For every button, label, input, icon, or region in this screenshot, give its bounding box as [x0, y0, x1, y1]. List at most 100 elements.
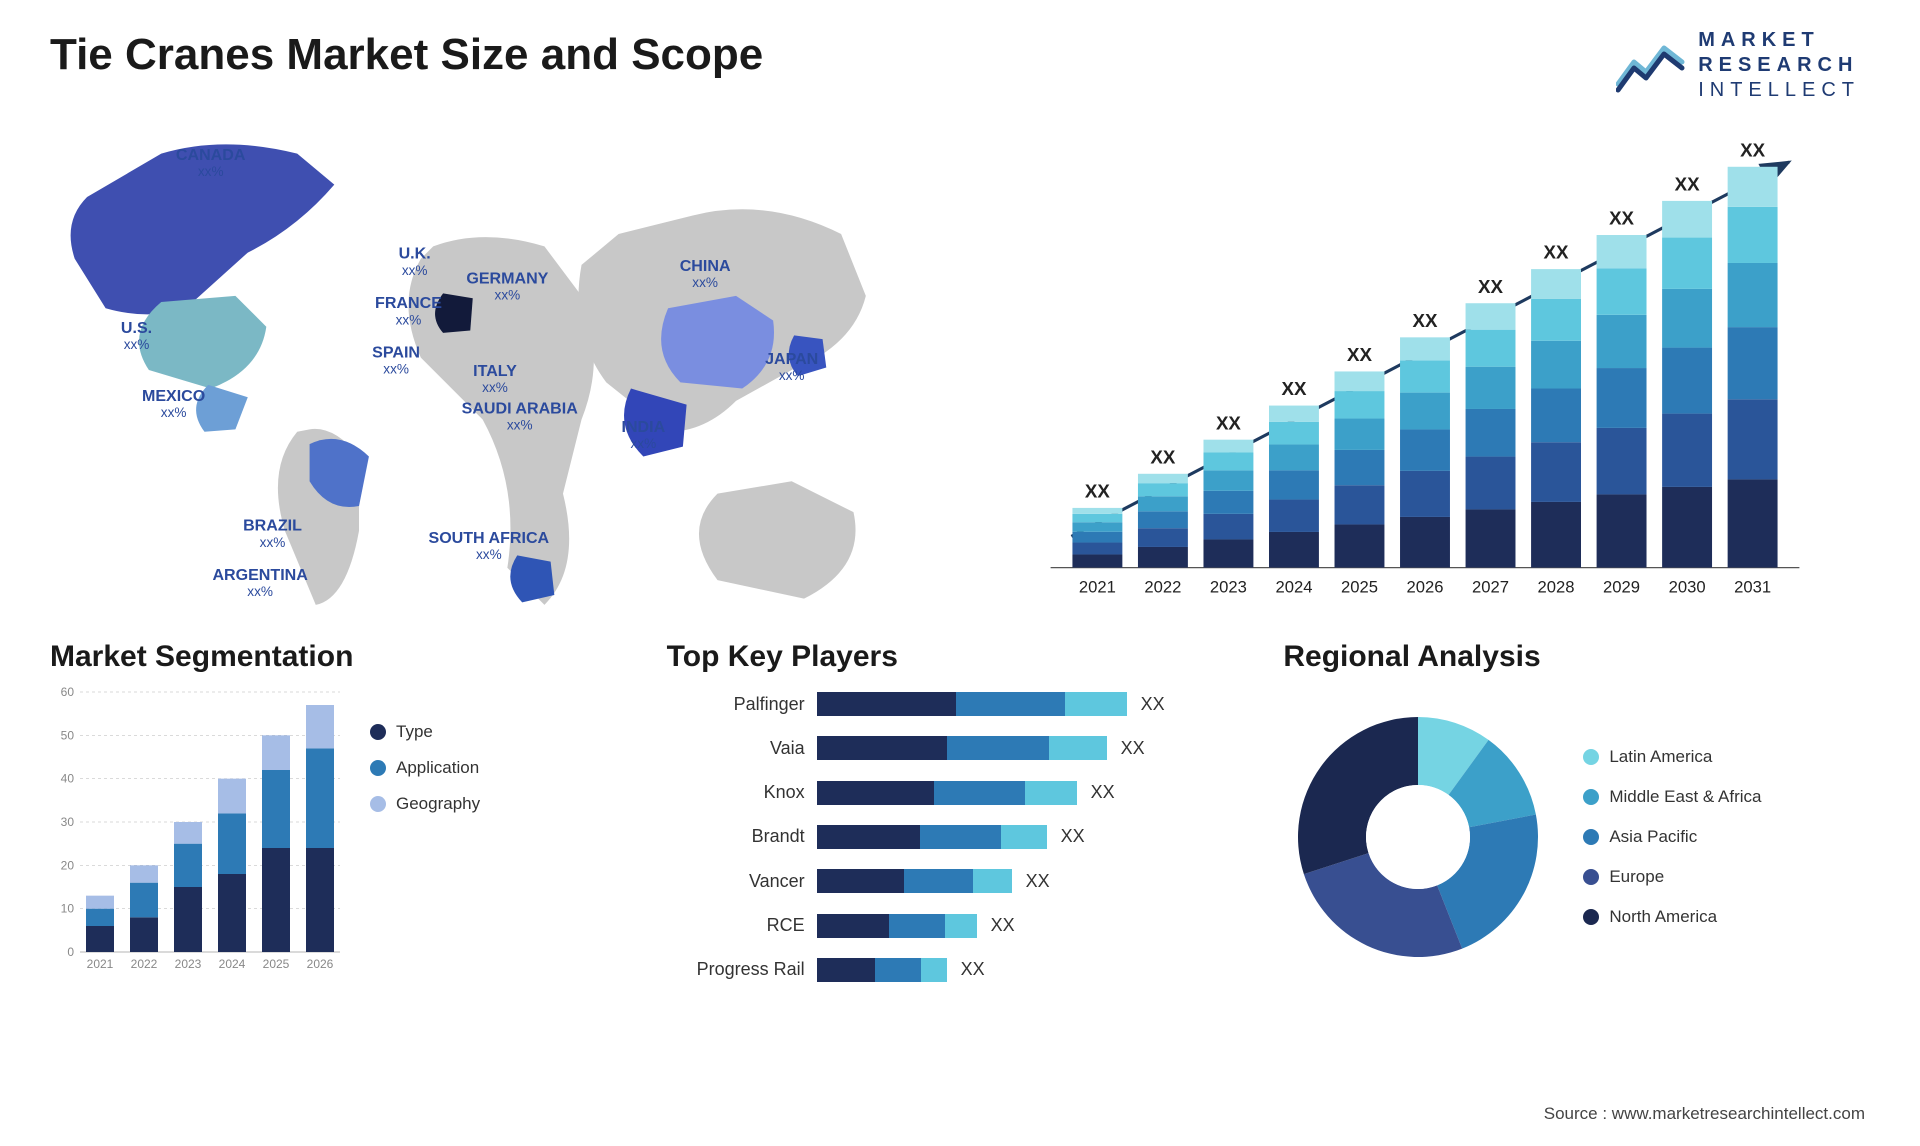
map-label-pct: xx% [383, 362, 409, 377]
legend-swatch-icon [1583, 789, 1599, 805]
bar-top-label: XX [1281, 378, 1306, 399]
segmentation-panel: Market Segmentation 01020304050602021202… [50, 640, 637, 1020]
map-label-pct: xx% [198, 164, 224, 179]
player-name: RCE [767, 915, 805, 936]
legend-swatch-icon [1583, 909, 1599, 925]
legend-label: Latin America [1609, 747, 1712, 767]
legend-swatch-icon [1583, 869, 1599, 885]
player-bar-segment [817, 958, 876, 982]
main-bar-chart-panel: XX2021XX2022XX2023XX2024XX2025XX2026XX20… [980, 110, 1870, 630]
player-name: Vancer [749, 871, 805, 892]
bar-year-label: 2024 [1275, 578, 1312, 597]
source-caption: Source : www.marketresearchintellect.com [1544, 1104, 1865, 1124]
player-bar [817, 692, 1127, 716]
regional-panel: Regional Analysis Latin AmericaMiddle Ea… [1283, 640, 1870, 1020]
player-bar-segment [817, 736, 948, 760]
map-label-country: SOUTH AFRICA [428, 529, 549, 547]
player-bar [817, 781, 1077, 805]
map-label-country: U.K. [399, 245, 431, 263]
bar-top-label: XX [1478, 276, 1503, 297]
map-label-pct: xx% [631, 436, 657, 451]
player-bar-segment [956, 692, 1065, 716]
map-label-country: CHINA [680, 257, 731, 275]
segmentation-legend: Type Application Geography [370, 682, 480, 992]
legend-label: Asia Pacific [1609, 827, 1697, 847]
player-bar-segment [1001, 825, 1047, 849]
svg-text:20: 20 [61, 858, 75, 872]
bar-year-label: 2022 [1144, 578, 1181, 597]
segmentation-legend-item: Application [370, 758, 480, 778]
segmentation-legend-item: Type [370, 722, 480, 742]
bar-year-label: 2029 [1603, 578, 1640, 597]
regional-legend-item: North America [1583, 907, 1761, 927]
player-name: Brandt [752, 826, 805, 847]
svg-text:10: 10 [61, 902, 75, 916]
map-label-pct: xx% [482, 380, 508, 395]
regional-legend-item: Latin America [1583, 747, 1761, 767]
player-bar-segment [934, 781, 1025, 805]
svg-text:2024: 2024 [219, 957, 246, 971]
regional-legend-item: Europe [1583, 867, 1761, 887]
segmentation-legend-item: Geography [370, 794, 480, 814]
player-name: Palfinger [734, 694, 805, 715]
map-label-pct: xx% [779, 368, 805, 383]
player-bar-row: XX [817, 958, 1254, 982]
player-bar [817, 958, 947, 982]
map-label-pct: xx% [247, 584, 273, 599]
svg-text:30: 30 [61, 815, 75, 829]
player-bar-segment [817, 781, 934, 805]
bar-top-label: XX [1544, 242, 1569, 263]
player-bar [817, 736, 1107, 760]
players-bars-list: XXXXXXXXXXXXXX [817, 682, 1254, 992]
legend-swatch-icon [370, 796, 386, 812]
player-name: Vaia [770, 738, 805, 759]
player-bar-segment [945, 914, 977, 938]
svg-text:0: 0 [67, 945, 74, 959]
player-value-label: XX [991, 915, 1015, 936]
player-bar-segment [920, 825, 1001, 849]
player-value-label: XX [1061, 826, 1085, 847]
map-label-country: SAUDI ARABIA [462, 399, 579, 417]
page-title: Tie Cranes Market Size and Scope [50, 30, 1870, 80]
player-value-label: XX [961, 959, 985, 980]
map-label-pct: xx% [402, 263, 428, 278]
svg-text:50: 50 [61, 728, 75, 742]
svg-text:2025: 2025 [263, 957, 290, 971]
players-title: Top Key Players [667, 640, 1254, 674]
regional-legend-item: Asia Pacific [1583, 827, 1761, 847]
regional-legend-item: Middle East & Africa [1583, 787, 1761, 807]
world-map: CANADAxx%U.S.xx%MEXICOxx%BRAZILxx%ARGENT… [50, 110, 940, 630]
legend-swatch-icon [1583, 749, 1599, 765]
map-label-country: MEXICO [142, 387, 205, 405]
player-bar [817, 914, 977, 938]
map-label-country: GERMANY [466, 269, 548, 287]
bar-top-label: XX [1150, 446, 1175, 467]
player-bar-segment [817, 869, 905, 893]
segmentation-title: Market Segmentation [50, 640, 637, 674]
map-label-country: ITALY [473, 362, 517, 380]
player-bar [817, 869, 1012, 893]
player-bar-segment [1049, 736, 1107, 760]
logo-line3: INTELLECT [1698, 78, 1860, 103]
map-label-pct: xx% [692, 275, 718, 290]
player-bar-segment [875, 958, 921, 982]
bar-top-label: XX [1347, 344, 1372, 365]
player-bar-segment [817, 914, 889, 938]
map-label-country: CANADA [176, 146, 246, 164]
bar-top-label: XX [1675, 173, 1700, 194]
player-name: Knox [764, 782, 805, 803]
legend-label: Type [396, 722, 433, 742]
bar-year-label: 2023 [1210, 578, 1247, 597]
bar-year-label: 2027 [1472, 578, 1509, 597]
player-name: Progress Rail [697, 959, 805, 980]
svg-text:2021: 2021 [87, 957, 114, 971]
bar-year-label: 2031 [1734, 578, 1771, 597]
segmentation-bar-chart: 0102030405060202120222023202420252026 [50, 682, 350, 982]
map-label-pct: xx% [476, 547, 502, 562]
logo-line1: MARKET [1698, 28, 1860, 53]
bar-top-label: XX [1413, 310, 1438, 331]
legend-swatch-icon [370, 724, 386, 740]
logo-mark-icon [1616, 38, 1686, 93]
player-bar-segment [921, 958, 947, 982]
map-label-pct: xx% [161, 405, 187, 420]
